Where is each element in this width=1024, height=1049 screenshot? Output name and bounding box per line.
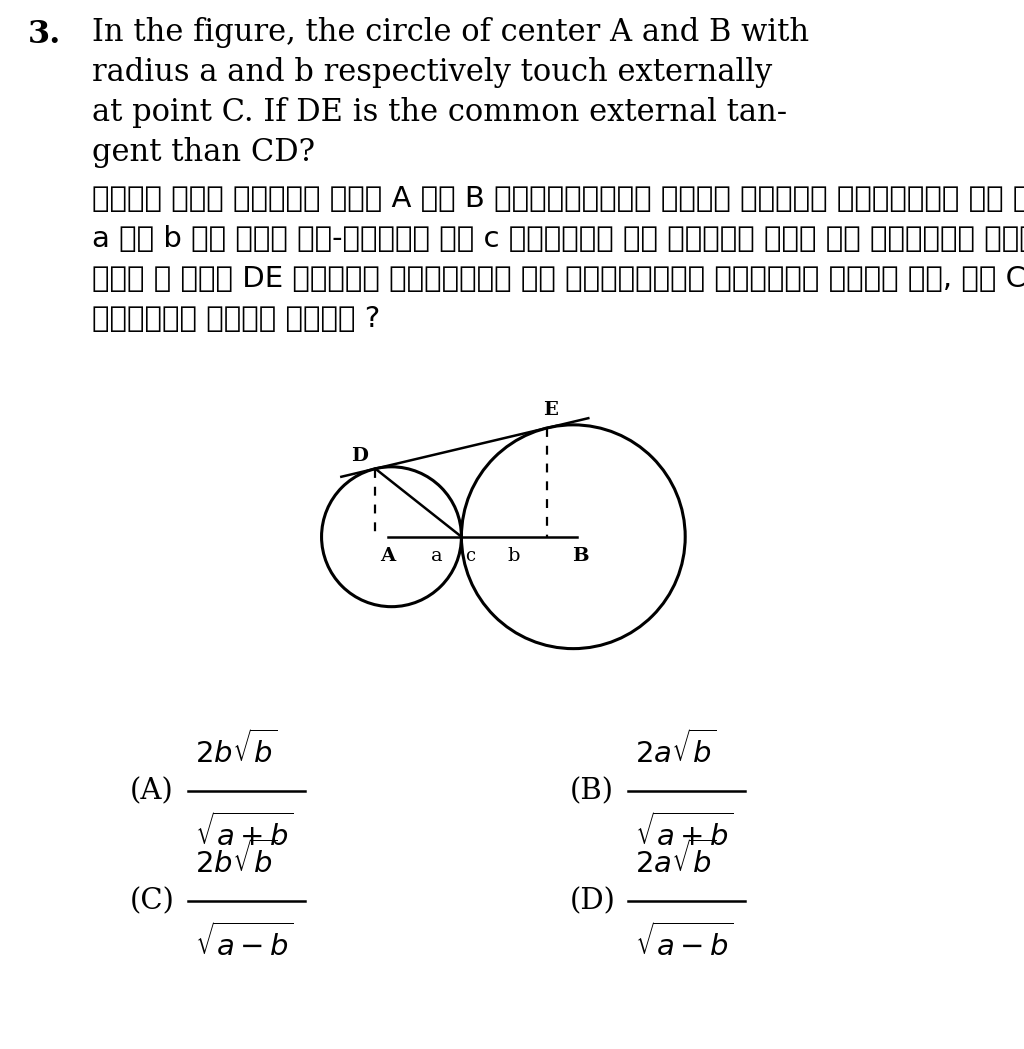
- Text: $2a\sqrt{b}$: $2a\sqrt{b}$: [635, 840, 717, 879]
- Text: दिये गये चित्र में A और B केन्द्रों वाले दोनों वृत्तों की क्रमशः त्रिज्या: दिये गये चित्र में A और B केन्द्रों वाले…: [92, 185, 1024, 213]
- Text: a और b है तथा एक-दूसरे को c बिन्दू पर बाह्य रूप से स्पर्श करते: a और b है तथा एक-दूसरे को c बिन्दू पर बा…: [92, 224, 1024, 253]
- Text: c: c: [465, 548, 475, 565]
- Text: $\sqrt{a+b}$: $\sqrt{a+b}$: [195, 813, 294, 852]
- Text: (D): (D): [570, 887, 615, 915]
- Text: In the figure, the circle of center A and B with: In the figure, the circle of center A an…: [92, 17, 809, 48]
- Text: $\sqrt{a+b}$: $\sqrt{a+b}$: [635, 813, 734, 852]
- Text: (B): (B): [570, 777, 614, 805]
- Text: $2b\sqrt{b}$: $2b\sqrt{b}$: [195, 840, 278, 879]
- Text: हैं । यदि DE दोनों वृत्तों की उभयनिष्ठ स्पर्श रेखा है, तो CD की: हैं । यदि DE दोनों वृत्तों की उभयनिष्ठ स…: [92, 265, 1024, 293]
- Text: (A): (A): [130, 777, 174, 805]
- Text: radius a and b respectively touch externally: radius a and b respectively touch extern…: [92, 57, 772, 88]
- Text: $2b\sqrt{b}$: $2b\sqrt{b}$: [195, 730, 278, 769]
- Text: b: b: [508, 548, 520, 565]
- Text: लम्बाई क्या होगी ?: लम्बाई क्या होगी ?: [92, 305, 380, 333]
- Text: 3.: 3.: [28, 19, 61, 50]
- Text: a: a: [431, 548, 442, 565]
- Text: E: E: [544, 402, 558, 420]
- Text: at point C. If DE is the common external tan-: at point C. If DE is the common external…: [92, 97, 787, 128]
- Text: (C): (C): [130, 887, 175, 915]
- Text: gent than CD?: gent than CD?: [92, 137, 315, 168]
- Text: D: D: [351, 447, 369, 465]
- Text: $2a\sqrt{b}$: $2a\sqrt{b}$: [635, 730, 717, 769]
- Text: B: B: [572, 548, 589, 565]
- Text: A: A: [381, 548, 395, 565]
- Text: $\sqrt{a-b}$: $\sqrt{a-b}$: [195, 923, 294, 962]
- Text: $\sqrt{a-b}$: $\sqrt{a-b}$: [635, 923, 734, 962]
